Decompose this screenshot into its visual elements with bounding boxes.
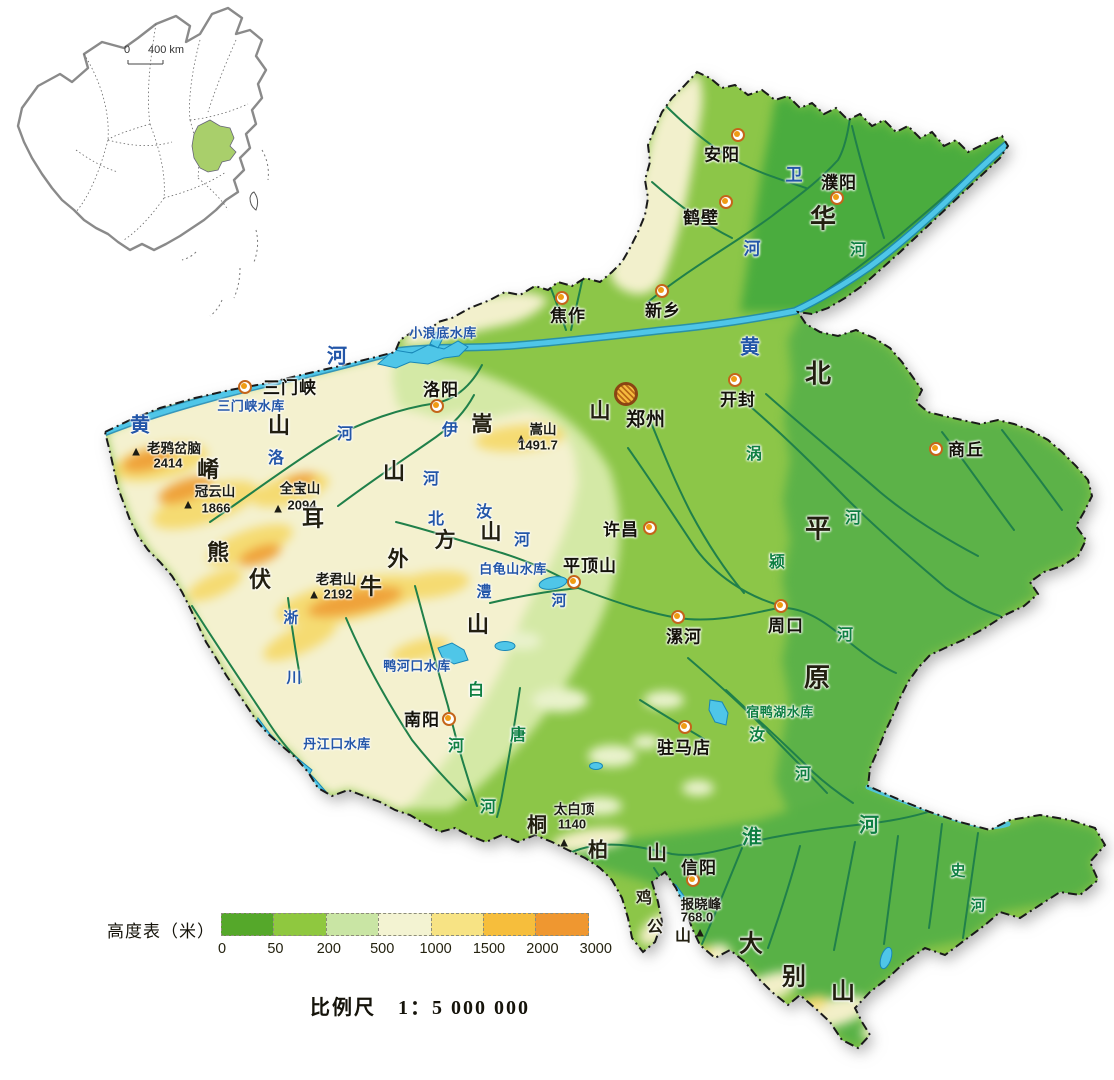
legend-tick: 500 [370,941,395,957]
elevation-legend: 高度表（米） 0 50 200 500 1000 1500 2000 3000 [105,905,645,975]
legend-tick: 0 [217,941,227,957]
legend-tick: 1000 [419,941,452,957]
inset-scale-distance: 400 km [148,44,185,56]
province-border [103,70,1107,1050]
legend-tick: 3000 [579,941,612,957]
legend-swatch [378,913,432,936]
legend-tick: 50 [267,941,284,957]
legend-swatch [221,913,275,936]
legend-color-bar [221,913,589,936]
legend-tick: 200 [316,941,341,957]
china-outline-svg [16,6,269,317]
legend-tick: 2000 [526,941,559,957]
terrain-layers [105,72,1105,1048]
inset-henan-highlight [191,119,237,173]
legend-tick: 1500 [472,941,506,957]
inset-sea-islands [181,149,269,317]
legend-swatch [325,913,380,936]
inset-province-borders [75,23,249,241]
legend-swatch [273,913,327,936]
inset-scale-zero: 0 [124,44,131,56]
legend-swatch [430,913,484,936]
map-scale-text: 比例尺 1：5 000 000 [310,997,530,1019]
inset-taiwan [249,191,259,211]
china-inset-map: 0 400 km [0,0,300,330]
inset-scalebar [127,60,164,65]
legend-swatch [535,913,589,936]
china-outline [16,6,268,252]
legend-title: 高度表（米） [107,922,215,941]
legend-swatch [482,913,537,936]
